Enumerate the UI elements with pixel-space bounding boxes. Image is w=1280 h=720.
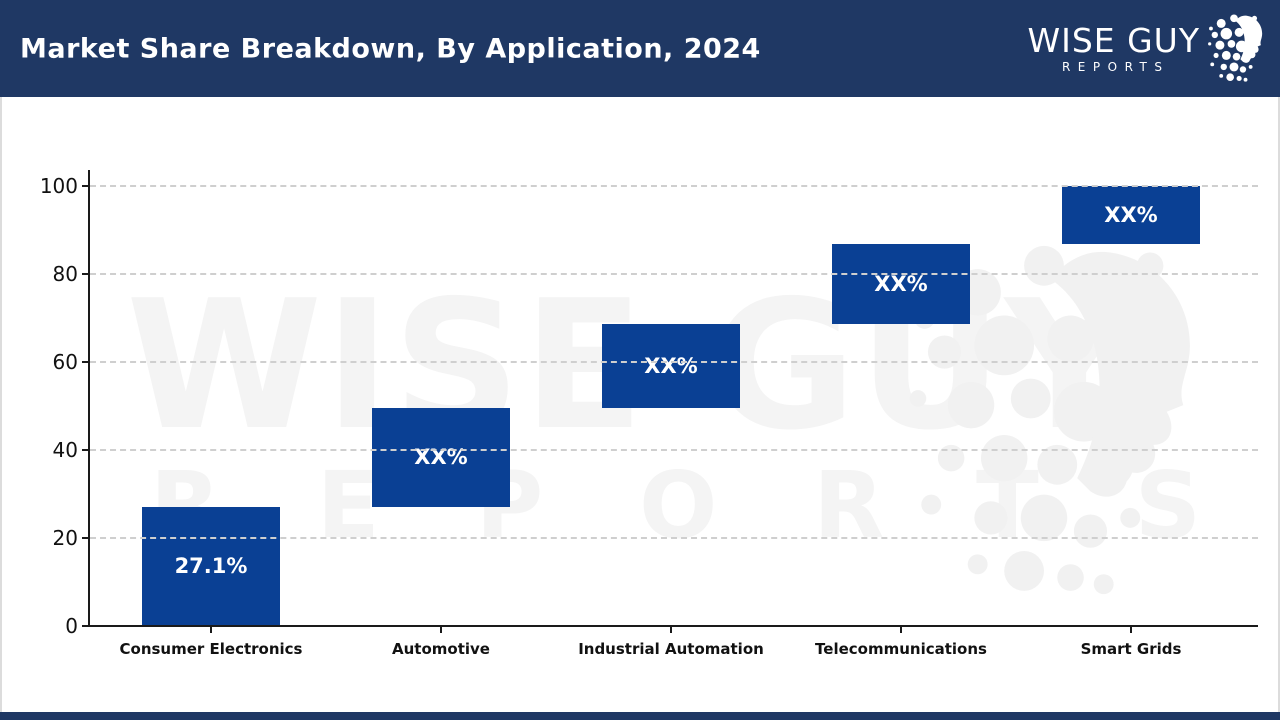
x-tick-mark [210, 627, 212, 633]
gridline-y80 [90, 273, 1258, 275]
x-axis-label-smart-grids: Smart Grids [1080, 640, 1182, 658]
y-axis-line [88, 170, 90, 627]
x-tick-mark [1130, 627, 1132, 633]
bar-value-label: XX% [1104, 203, 1158, 228]
header-bar: Market Share Breakdown, By Application, … [0, 0, 1280, 97]
y-axis-tick-label: 60 [52, 350, 78, 374]
y-tick-mark [82, 185, 90, 187]
x-axis-label-consumer-electronics: Consumer Electronics [119, 640, 303, 658]
y-tick-mark [82, 625, 90, 627]
x-tick-mark [900, 627, 902, 633]
y-axis-tick-label: 100 [39, 174, 78, 198]
x-tick-mark [670, 627, 672, 633]
page-title: Market Share Breakdown, By Application, … [20, 33, 761, 64]
y-axis-tick-label: 80 [52, 262, 78, 286]
y-axis-tick-label: 40 [52, 438, 78, 462]
bar-consumer-electronics: 27.1% [142, 506, 280, 626]
x-axis-label-telecommunications: Telecommunications [815, 640, 987, 658]
gridline-y20 [90, 537, 1258, 539]
y-axis-tick-label: 0 [65, 614, 78, 638]
gridline-y100 [90, 185, 1258, 187]
y-tick-mark [82, 361, 90, 363]
y-tick-mark [82, 449, 90, 451]
y-tick-mark [82, 273, 90, 275]
x-tick-mark [440, 627, 442, 633]
footer-bar [0, 712, 1280, 720]
dot-face-icon [1208, 14, 1263, 82]
bar-telecommunications: XX% [832, 244, 970, 325]
bar-industrial-automation: XX% [602, 324, 740, 408]
brand-logo-text: WISE GUY REPORTS [1027, 24, 1200, 74]
x-axis-label-industrial-automation: Industrial Automation [578, 640, 764, 658]
bar-smart-grids: XX% [1062, 186, 1200, 245]
gridline-y40 [90, 449, 1258, 451]
x-axis-line [88, 625, 1258, 627]
bar-automotive: XX% [372, 407, 510, 507]
brand-name: WISE GUY [1027, 21, 1200, 61]
bar-value-label: XX% [644, 353, 698, 378]
x-axis-label-automotive: Automotive [392, 640, 490, 658]
bar-value-label: 27.1% [174, 554, 248, 579]
gridline-y60 [90, 361, 1258, 363]
y-tick-mark [82, 537, 90, 539]
brand-logo: WISE GUY REPORTS [1027, 6, 1266, 92]
y-axis-tick-label: 20 [52, 526, 78, 550]
bar-value-label: XX% [874, 272, 928, 297]
brand-subtitle: REPORTS [1061, 59, 1170, 74]
